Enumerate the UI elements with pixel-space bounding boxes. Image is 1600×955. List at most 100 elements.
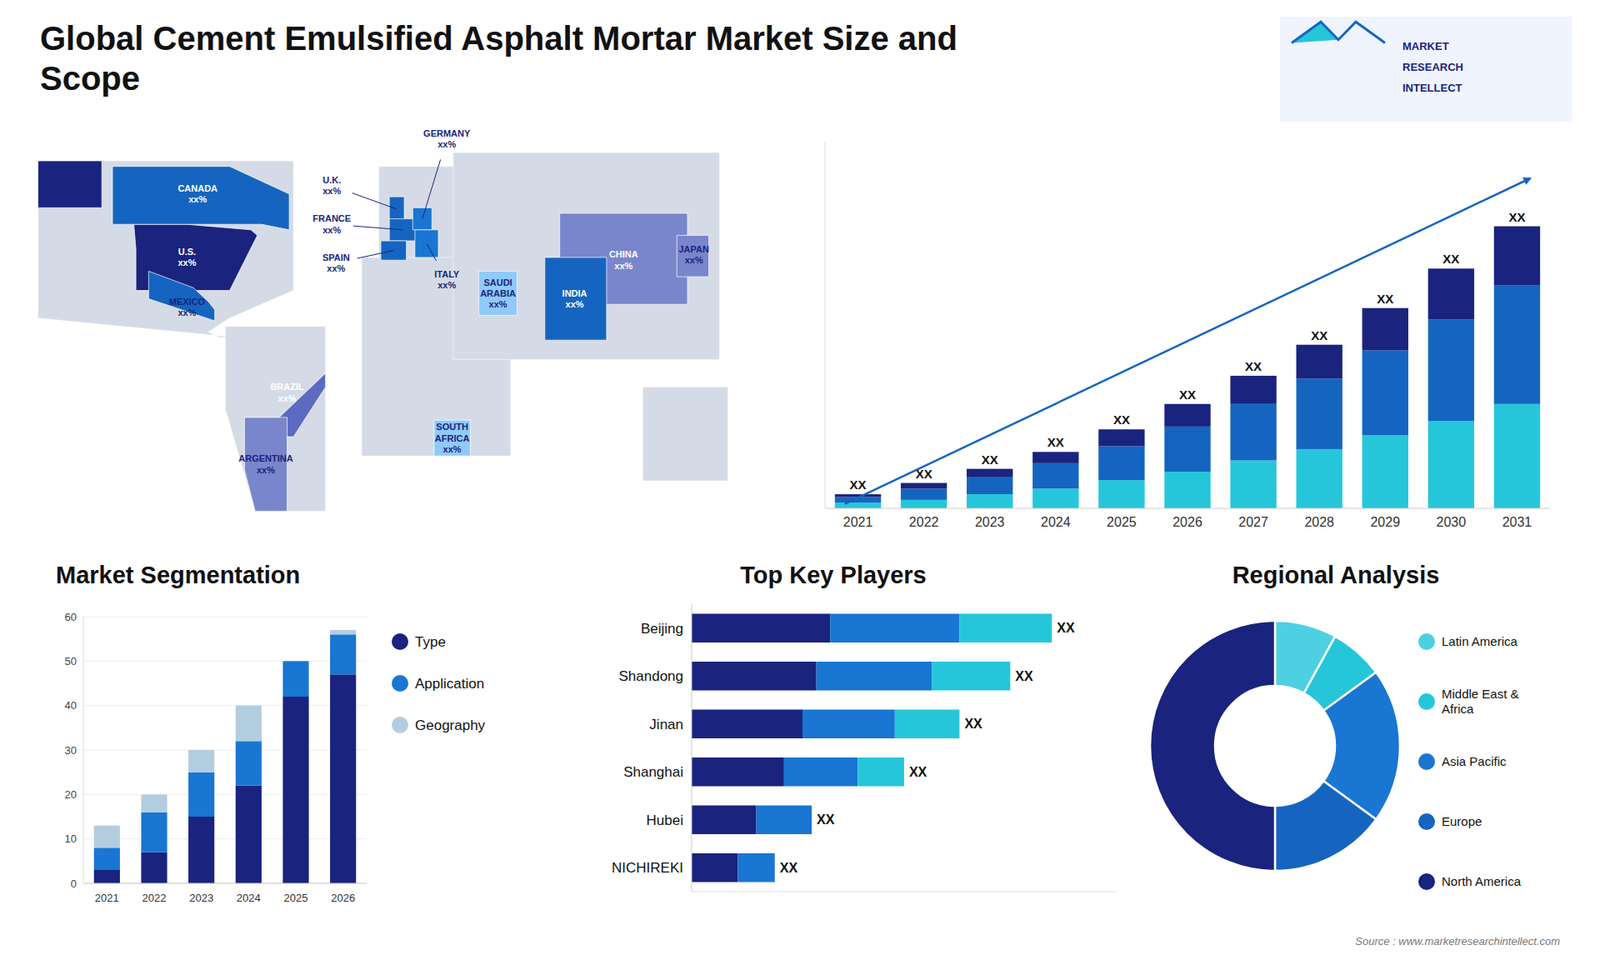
legend-label: Latin America xyxy=(1441,634,1519,649)
tick-label: 0 xyxy=(70,877,77,890)
infographic: Global Cement Emulsified Asphalt Mortar … xyxy=(0,0,1600,955)
legend-label-line: Europe xyxy=(1441,814,1482,829)
country-label-line: ARABIA xyxy=(480,288,516,299)
category-label: 2025 xyxy=(1106,515,1137,530)
country-label-line: SPAIN xyxy=(322,252,350,263)
logo-text-line: RESEARCH xyxy=(1402,60,1464,74)
legend-label: Middle East &Africa xyxy=(1441,686,1520,716)
bar-segment xyxy=(330,630,356,635)
bar-chart: Market Segmentation010203040506020212022… xyxy=(55,561,486,905)
country-label: MEXICOxx% xyxy=(169,296,206,318)
bar-segment xyxy=(835,502,881,509)
category-label: Beijing xyxy=(640,620,684,637)
tick-label-line: 0 xyxy=(70,877,77,890)
bar-label: XX xyxy=(964,716,983,731)
logo-text-line: INTELLECT xyxy=(1402,81,1463,95)
bar-segment xyxy=(1098,429,1145,446)
leader-line xyxy=(353,225,404,230)
tick-label: 60 xyxy=(65,610,77,624)
bar-segment xyxy=(756,805,812,835)
bar-segment xyxy=(966,469,1013,478)
bar-segment xyxy=(811,805,813,835)
bar-segment xyxy=(1032,488,1079,509)
logo-mark xyxy=(1291,21,1385,43)
bar-segment xyxy=(691,661,817,691)
bar-label: XX xyxy=(1508,210,1525,225)
category-label-line: 2022 xyxy=(142,891,167,905)
country-shape xyxy=(545,257,607,340)
country-label-line: SOUTH xyxy=(435,421,469,432)
donut-wedge xyxy=(1150,620,1275,871)
country-label: U.K.xx% xyxy=(322,175,341,196)
category-label-line: 2028 xyxy=(1304,515,1335,530)
bar-label: XX xyxy=(1047,435,1065,450)
bar-label: XX xyxy=(1113,412,1130,427)
tick-label: 10 xyxy=(65,832,77,845)
bars xyxy=(691,614,1052,883)
bar-segment xyxy=(1296,449,1343,509)
country-label-line: xx% xyxy=(685,255,704,265)
legend-swatch xyxy=(1418,813,1435,830)
country-label: JAPANxx% xyxy=(678,244,710,265)
bar-label-line: XX xyxy=(915,466,933,481)
category-label-line: 2026 xyxy=(1172,515,1203,530)
category-label: 2026 xyxy=(1172,515,1203,530)
country-label: ITALYxx% xyxy=(434,269,460,290)
category-label-line: 2030 xyxy=(1436,515,1467,530)
category-label: 2028 xyxy=(1304,515,1335,530)
bar-label-line: XX xyxy=(1376,291,1394,306)
country-label-line: MEXICO xyxy=(169,296,206,307)
country-label: CHINAxx% xyxy=(609,249,639,270)
bar-segment xyxy=(1296,378,1343,450)
country-label-line: xx% xyxy=(322,185,341,196)
bar-segment xyxy=(857,757,904,787)
bar-label-line: XX xyxy=(1442,251,1460,266)
bar-segment xyxy=(774,853,775,883)
bar-segment xyxy=(330,634,356,675)
country-label: SOUTHAFRICAxx% xyxy=(435,421,470,454)
bar-segment xyxy=(1494,285,1540,405)
bar-segment xyxy=(802,710,895,740)
grid-line xyxy=(83,794,367,795)
country-label-line: ITALY xyxy=(434,269,460,280)
legend-swatch xyxy=(1418,693,1435,710)
category-label-line: 2021 xyxy=(95,891,120,905)
continent-shape xyxy=(38,160,295,338)
bar-label: XX xyxy=(909,765,928,780)
bar-segment xyxy=(1098,446,1145,481)
bar-label: XX xyxy=(1179,387,1196,402)
bar-segment xyxy=(282,696,309,884)
grid-line xyxy=(83,705,367,706)
country-label-line: xx% xyxy=(443,444,462,455)
page-title: Global Cement Emulsified Asphalt Mortar … xyxy=(40,20,958,97)
section-title-line: Market Segmentation xyxy=(55,561,300,589)
bar-segment xyxy=(1230,460,1276,509)
bar-segment xyxy=(830,614,960,644)
tick-label: 50 xyxy=(65,655,77,668)
bar-segment xyxy=(140,852,167,884)
country-label-line: FRANCE xyxy=(312,213,351,224)
category-label: 2022 xyxy=(142,891,167,905)
country-label-line: CHINA xyxy=(609,249,639,260)
country-label-line: SAUDI xyxy=(483,277,512,288)
bar-segment xyxy=(1362,308,1409,351)
page-title-line: Scope xyxy=(40,60,140,97)
bar-segment xyxy=(235,740,262,785)
category-label-line: 2024 xyxy=(236,891,261,905)
legend-label-line: Latin America xyxy=(1441,634,1519,649)
bar-label: XX xyxy=(816,812,835,827)
country-label-line: xx% xyxy=(326,263,345,274)
bar-segment xyxy=(737,853,775,883)
bar-segment xyxy=(1164,471,1210,509)
category-label: NICHIREKI xyxy=(611,860,684,876)
country-label-line: CANADA xyxy=(177,183,218,194)
tick-label-line: 30 xyxy=(65,744,77,757)
country-label: FRANCExx% xyxy=(312,213,351,235)
continent-shape xyxy=(642,387,728,482)
bar-label-line: XX xyxy=(1179,387,1196,402)
page-title-line: Global Cement Emulsified Asphalt Mortar … xyxy=(40,20,958,57)
legend-label-line: Type xyxy=(415,634,446,650)
country-label-line: xx% xyxy=(489,299,508,310)
category-label-line: 2025 xyxy=(284,891,309,905)
country-label-line: AFRICA xyxy=(435,433,470,444)
